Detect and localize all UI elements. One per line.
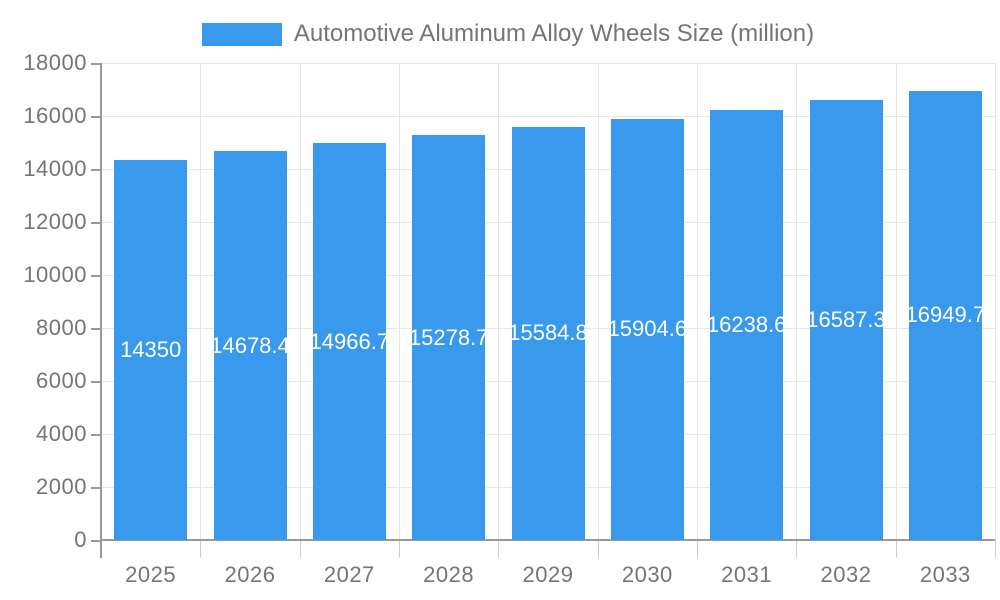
bar: 15584.8 <box>511 127 585 540</box>
y-axis-tick-label: 4000 <box>36 421 87 446</box>
y-axis-tick-label: 18000 <box>23 50 87 75</box>
bar-value-label: 14966.7 <box>312 328 386 354</box>
y-axis-tick-label: 12000 <box>23 209 87 234</box>
y-axis-tick <box>91 116 101 118</box>
x-axis-tick-label: 2031 <box>721 562 773 587</box>
x-axis-tick <box>597 540 599 558</box>
y-axis-tick <box>91 434 101 436</box>
y-axis-tick <box>91 381 101 383</box>
x-axis-tick <box>995 540 996 558</box>
bar-value-label: 16587.3 <box>809 307 883 333</box>
v-gridline <box>299 63 301 540</box>
y-axis-tick-label: 14000 <box>23 156 87 181</box>
x-axis-line <box>101 539 995 541</box>
bar: 14350 <box>114 159 188 540</box>
x-axis-tick-label: 2027 <box>323 562 375 587</box>
y-axis-tick <box>91 540 101 542</box>
legend[interactable]: Automotive Aluminum Alloy Wheels Size (m… <box>0 20 1000 48</box>
bar: 16238.6 <box>710 109 784 540</box>
x-axis-tick <box>796 540 798 558</box>
legend-swatch <box>201 22 282 46</box>
y-axis-tick-label: 8000 <box>36 315 87 340</box>
bar-value-label: 15278.7 <box>412 324 486 350</box>
h-gridline <box>101 116 995 117</box>
y-axis-tick-label: 2000 <box>36 474 87 499</box>
x-axis-tick <box>299 540 301 558</box>
bar: 16949.7 <box>908 90 982 540</box>
x-axis-tick <box>498 540 500 558</box>
y-axis-tick-label: 6000 <box>36 368 87 393</box>
bar-value-label: 14678.4 <box>213 332 287 358</box>
x-axis-tick-label: 2032 <box>820 562 872 587</box>
v-gridline <box>399 63 400 540</box>
bar: 15278.7 <box>412 135 486 540</box>
bar: 14678.4 <box>213 151 287 540</box>
v-gridline <box>697 63 698 540</box>
x-axis-tick-label: 2025 <box>125 562 177 587</box>
y-axis-tick <box>91 487 101 489</box>
x-axis-tick-label: 2026 <box>224 562 276 587</box>
v-gridline <box>796 63 798 540</box>
y-axis-tick <box>91 275 101 277</box>
bar-value-label: 16238.6 <box>710 311 784 337</box>
x-axis-tick <box>399 540 400 558</box>
y-axis-tick <box>91 328 101 330</box>
x-axis-tick-label: 2029 <box>522 562 574 587</box>
y-axis-tick <box>91 63 101 65</box>
bar: 14966.7 <box>312 143 386 540</box>
v-gridline <box>498 63 500 540</box>
bar-value-label: 15904.6 <box>610 316 684 342</box>
bar: 15904.6 <box>610 118 684 540</box>
bar-value-label: 15584.8 <box>511 320 585 346</box>
x-axis-tick <box>697 540 698 558</box>
x-axis-tick <box>895 540 897 558</box>
bar-value-label: 16949.7 <box>908 302 982 328</box>
y-axis-tick-label: 16000 <box>23 103 87 128</box>
y-axis-tick-label: 0 <box>74 527 87 552</box>
x-axis-tick-label: 2033 <box>919 562 971 587</box>
v-gridline <box>995 63 996 540</box>
y-axis-tick <box>91 169 101 171</box>
bar: 16587.3 <box>809 100 883 540</box>
v-gridline <box>895 63 897 540</box>
h-gridline <box>101 63 995 64</box>
x-axis-tick-label: 2030 <box>621 562 673 587</box>
y-axis-tick-label: 10000 <box>23 262 87 287</box>
x-axis-tick <box>200 540 202 558</box>
bar-value-label: 14350 <box>120 336 182 362</box>
y-axis-tick <box>91 222 101 224</box>
v-gridline <box>200 63 202 540</box>
y-axis-line <box>100 63 102 558</box>
v-gridline <box>597 63 599 540</box>
legend-label: Automotive Aluminum Alloy Wheels Size (m… <box>293 20 815 47</box>
x-axis-tick-label: 2028 <box>423 562 475 587</box>
